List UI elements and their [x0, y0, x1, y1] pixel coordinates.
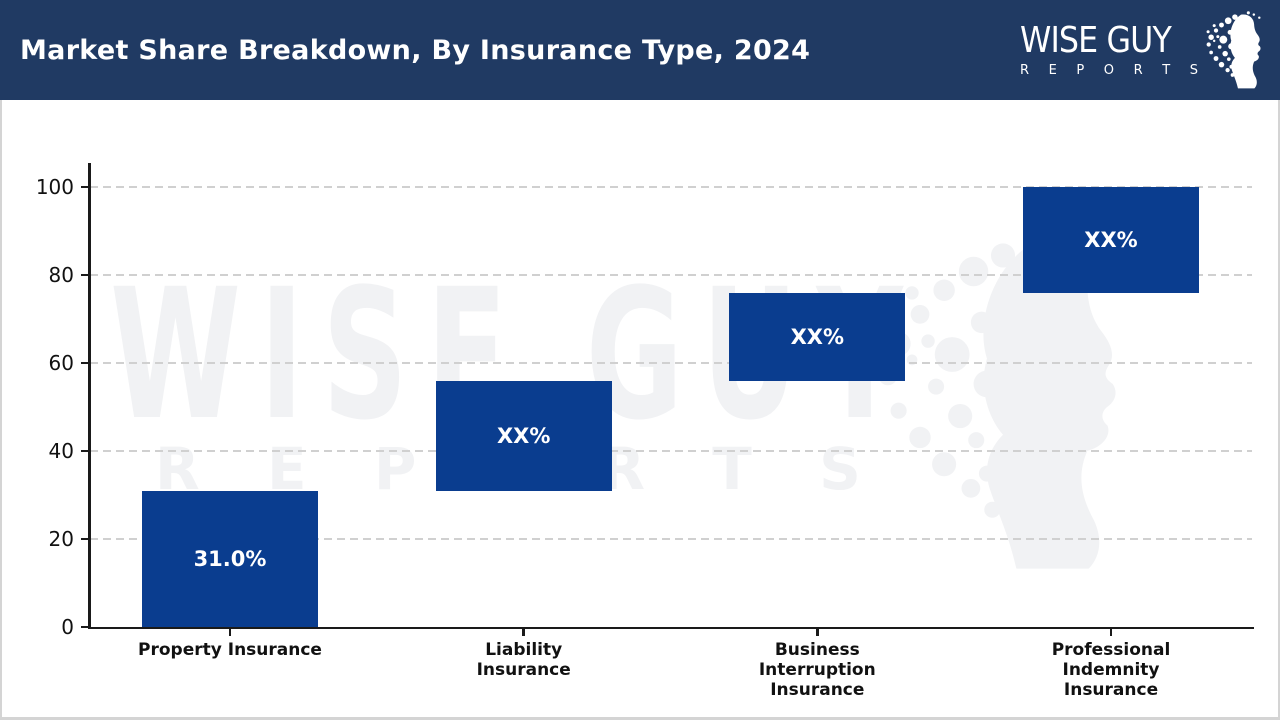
watermark-reports-letter: R: [155, 435, 200, 503]
y-tick-mark-40: [81, 449, 89, 453]
x-category-label-professional-indemnity-insurance: Professional Indemnity Insurance: [1051, 640, 1171, 700]
left-border: [0, 100, 2, 720]
brand-wordmark: WISE GUY: [1020, 19, 1172, 61]
page-title: Market Share Breakdown, By Insurance Typ…: [20, 34, 811, 66]
brand-reports-letter: T: [1162, 62, 1171, 78]
gridline-y-80: [90, 274, 1252, 276]
brand-reports-letter: E: [1048, 62, 1057, 78]
y-tick-mark-0: [81, 625, 89, 629]
bar-business-interruption-insurance: [729, 292, 906, 381]
y-tick-mark-20: [81, 537, 89, 541]
bar-property-insurance: [142, 490, 318, 627]
bar-value-label-liability-insurance: XX%: [496, 423, 551, 448]
y-axis-line: [88, 163, 91, 629]
brand-reports-letter: S: [1189, 62, 1198, 78]
y-tick-label-60: 60: [48, 351, 74, 375]
y-tick-label-100: 100: [35, 175, 74, 199]
x-category-label-property-insurance: Property Insurance: [138, 640, 322, 660]
watermark-reports-letter: S: [819, 435, 861, 503]
x-category-label-business-interruption-insurance: Business Interruption Insurance: [758, 640, 876, 700]
bar-professional-indemnity-insurance: [1023, 187, 1199, 293]
y-tick-mark-80: [81, 273, 89, 277]
bar-value-label-business-interruption-insurance: XX%: [790, 324, 845, 349]
bottom-border: [0, 717, 1280, 720]
y-tick-mark-60: [81, 361, 89, 365]
x-tick-mark-professional-indemnity-insurance: [1109, 627, 1113, 636]
x-axis-line: [88, 626, 1254, 629]
x-tick-mark-liability-insurance: [522, 627, 525, 636]
gridline-y-20: [90, 538, 1252, 540]
brand-reports-letter: R: [1133, 62, 1143, 78]
y-tick-label-40: 40: [48, 439, 74, 463]
right-border: [1278, 100, 1280, 720]
watermark-reports-letter: P: [373, 435, 417, 503]
brand-reports-letter: O: [1103, 62, 1115, 78]
gridline-y-60: [90, 362, 1252, 364]
x-tick-mark-business-interruption-insurance: [816, 627, 819, 636]
x-tick-mark-property-insurance: [228, 627, 232, 636]
brand-reports-letter: R: [1020, 62, 1030, 78]
y-tick-label-0: 0: [61, 615, 74, 639]
brand-reports-letter: P: [1076, 62, 1085, 78]
bar-liability-insurance: [435, 380, 612, 491]
header-bar: Market Share Breakdown, By Insurance Typ…: [0, 0, 1280, 100]
x-category-label-liability-insurance: Liability Insurance: [476, 640, 571, 680]
gridline-y-100: [90, 186, 1252, 188]
watermark-reports-letter: T: [712, 435, 752, 503]
y-tick-mark-100: [81, 185, 89, 189]
brand-logo: WISE GUY R E P O R T S: [1020, 8, 1266, 92]
y-tick-label-80: 80: [48, 263, 74, 287]
brand-logo-text: WISE GUY R E P O R T S: [1020, 19, 1198, 78]
y-tick-label-20: 20: [48, 527, 74, 551]
watermark-reports-letter: E: [266, 435, 307, 503]
bar-value-label-property-insurance: 31.0%: [193, 546, 267, 571]
bar-value-label-professional-indemnity-insurance: XX%: [1084, 227, 1138, 252]
gridline-y-40: [90, 450, 1252, 452]
